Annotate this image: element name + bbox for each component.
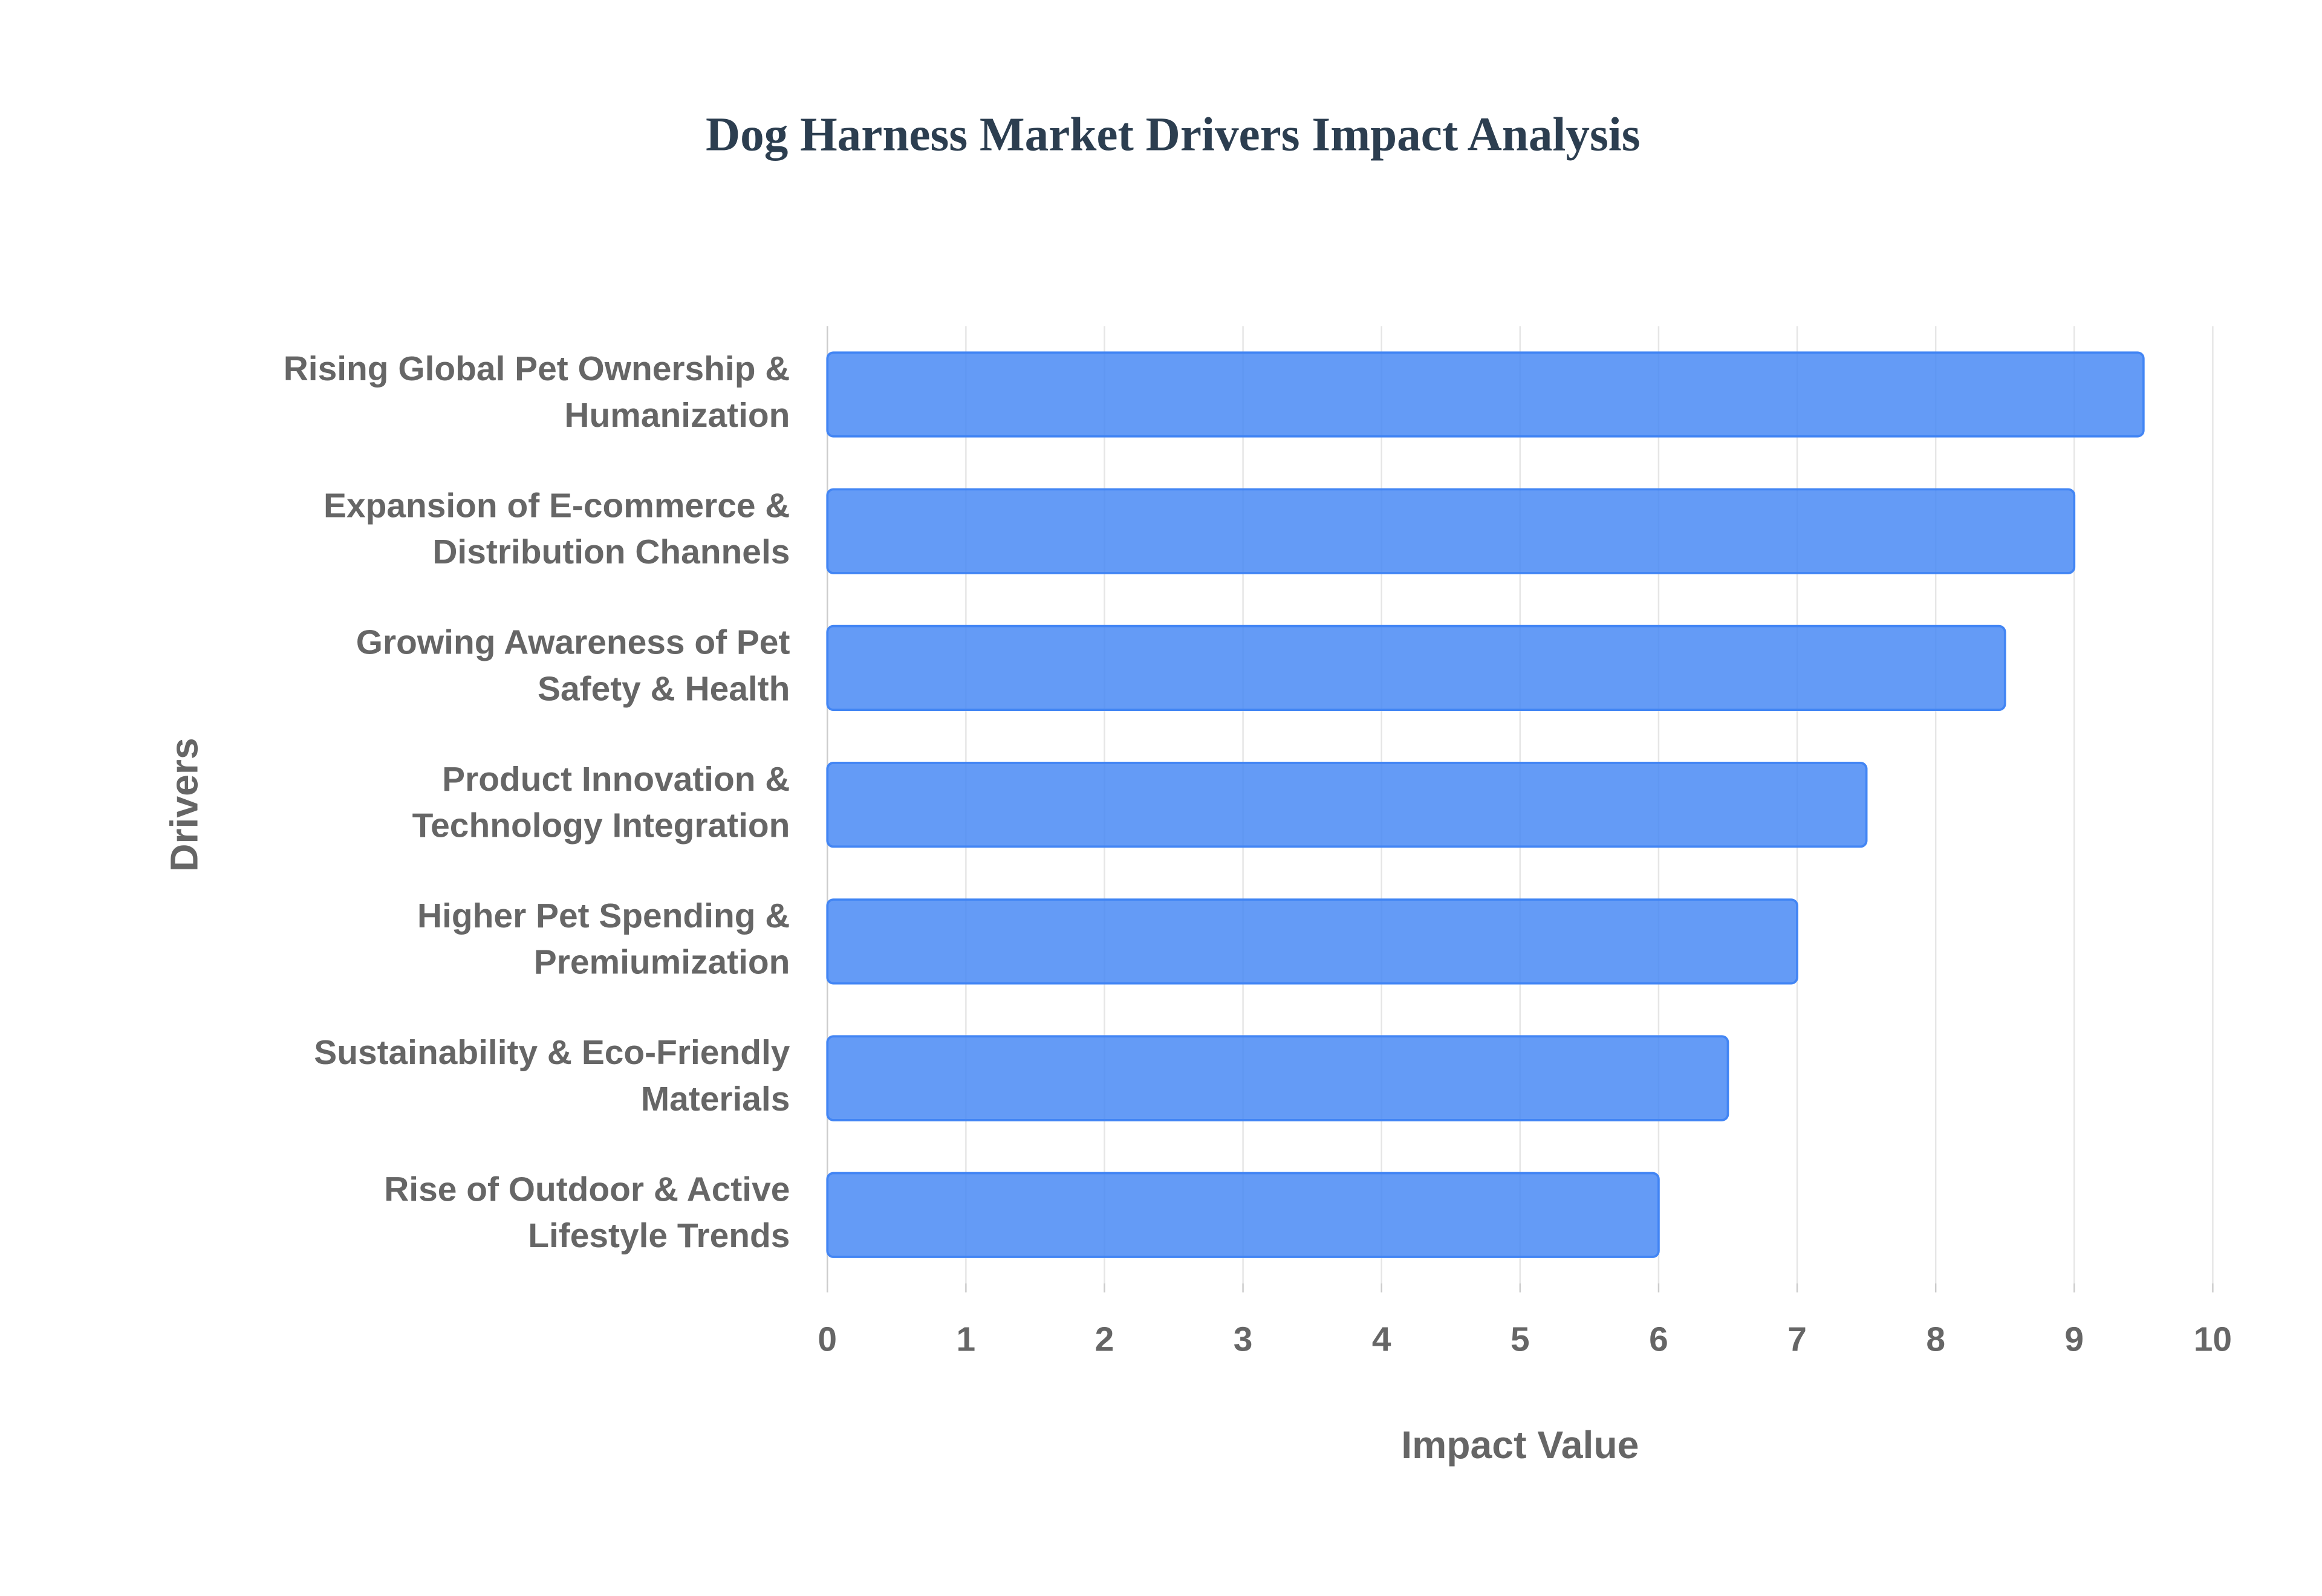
x-tick-label: 5 bbox=[1511, 1320, 1530, 1358]
y-axis-title: Drivers bbox=[162, 738, 206, 872]
y-tick-label: Growing Awareness of Pet Safety & Health bbox=[356, 623, 790, 709]
y-tick-label: Product Innovation & Technology Integrati… bbox=[412, 760, 790, 845]
bar bbox=[826, 898, 1798, 985]
x-tick-label: 4 bbox=[1372, 1320, 1391, 1358]
x-tick-label: 9 bbox=[2064, 1320, 2084, 1358]
y-tick-label: Rise of Outdoor & Active Lifestyle Trends bbox=[384, 1170, 790, 1255]
bar bbox=[826, 351, 2145, 438]
y-tick-label: Higher Pet Spending & Premiumization bbox=[417, 897, 790, 982]
y-tick-label: Rising Global Pet Ownership & Humanizatio… bbox=[284, 349, 790, 435]
x-tick-label: 1 bbox=[957, 1320, 976, 1358]
bar bbox=[826, 624, 2006, 712]
x-tick-label: 6 bbox=[1649, 1320, 1668, 1358]
x-axis-title: Impact Value bbox=[1401, 1423, 1639, 1467]
bar bbox=[826, 1035, 1729, 1121]
chart-title: Dog Harness Market Drivers Impact Analys… bbox=[706, 108, 1641, 161]
bar bbox=[826, 762, 1868, 848]
x-tick-label: 0 bbox=[818, 1320, 837, 1358]
y-tick-label: Sustainability & Eco-Friendly Materials bbox=[314, 1033, 790, 1118]
x-tick-label: 2 bbox=[1095, 1320, 1114, 1358]
x-tick-label: 10 bbox=[2194, 1320, 2232, 1358]
bar bbox=[826, 488, 2076, 574]
x-tick-label: 8 bbox=[1926, 1320, 1945, 1358]
bar bbox=[826, 1172, 1660, 1258]
y-tick-label: Expansion of E-commerce & Distribution Ch… bbox=[324, 486, 790, 571]
x-tick-label: 7 bbox=[1787, 1320, 1807, 1358]
x-tick-label: 3 bbox=[1234, 1320, 1253, 1358]
